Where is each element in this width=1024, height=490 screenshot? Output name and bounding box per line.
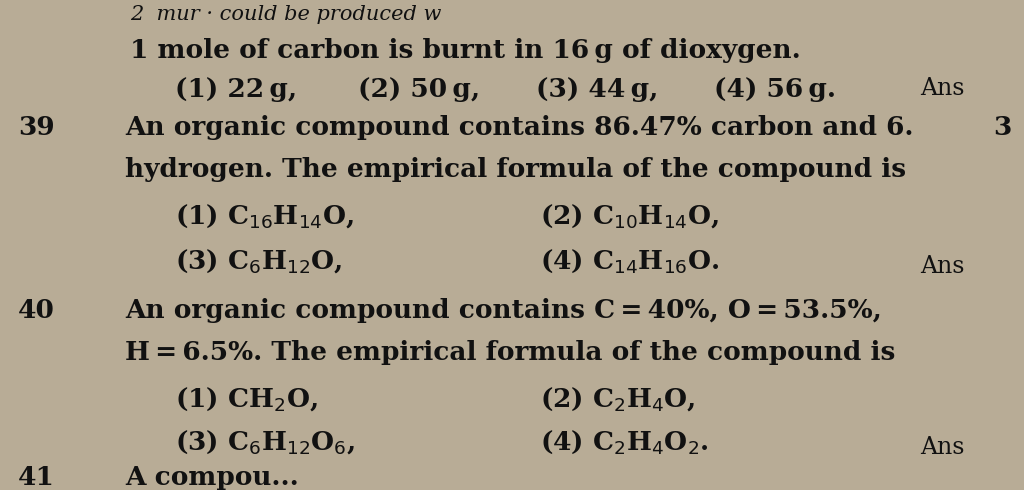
Text: (2) 50 g,: (2) 50 g, (358, 77, 480, 102)
Text: (1) 22 g,: (1) 22 g, (175, 77, 297, 102)
Text: 39: 39 (18, 115, 54, 140)
Text: 40: 40 (18, 298, 55, 323)
Text: (4) C$_{2}$H$_{4}$O$_{2}$.: (4) C$_{2}$H$_{4}$O$_{2}$. (540, 428, 709, 456)
Text: (2) C$_{10}$H$_{14}$O,: (2) C$_{10}$H$_{14}$O, (540, 202, 719, 230)
Text: Ans: Ans (920, 77, 965, 100)
Text: (1) CH$_{2}$O,: (1) CH$_{2}$O, (175, 385, 317, 413)
Text: 3: 3 (993, 115, 1012, 140)
Text: 2  mur · could be produced w: 2 mur · could be produced w (130, 5, 441, 24)
Text: (3) C$_{6}$H$_{12}$O,: (3) C$_{6}$H$_{12}$O, (175, 247, 342, 275)
Text: hydrogen. The empirical formula of the compound is: hydrogen. The empirical formula of the c… (125, 157, 906, 182)
Text: (3) C$_{6}$H$_{12}$O$_{6}$,: (3) C$_{6}$H$_{12}$O$_{6}$, (175, 428, 355, 456)
Text: H = 6.5%. The empirical formula of the compound is: H = 6.5%. The empirical formula of the c… (125, 340, 895, 365)
Text: An organic compound contains 86.47% carbon and 6.: An organic compound contains 86.47% carb… (125, 115, 913, 140)
Text: Ans: Ans (920, 255, 965, 278)
Text: (3) 44 g,: (3) 44 g, (536, 77, 658, 102)
Text: (4) C$_{14}$H$_{16}$O.: (4) C$_{14}$H$_{16}$O. (540, 247, 720, 275)
Text: (4) 56 g.: (4) 56 g. (714, 77, 836, 102)
Text: (1) C$_{16}$H$_{14}$O,: (1) C$_{16}$H$_{14}$O, (175, 202, 354, 230)
Text: 1 mole of carbon is burnt in 16 g of dioxygen.: 1 mole of carbon is burnt in 16 g of dio… (130, 38, 801, 63)
Text: An organic compound contains C = 40%, O = 53.5%,: An organic compound contains C = 40%, O … (125, 298, 882, 323)
Text: 41: 41 (18, 465, 55, 490)
Text: (2) C$_{2}$H$_{4}$O,: (2) C$_{2}$H$_{4}$O, (540, 385, 695, 413)
Text: Ans: Ans (920, 436, 965, 459)
Text: A compou...: A compou... (125, 465, 299, 490)
